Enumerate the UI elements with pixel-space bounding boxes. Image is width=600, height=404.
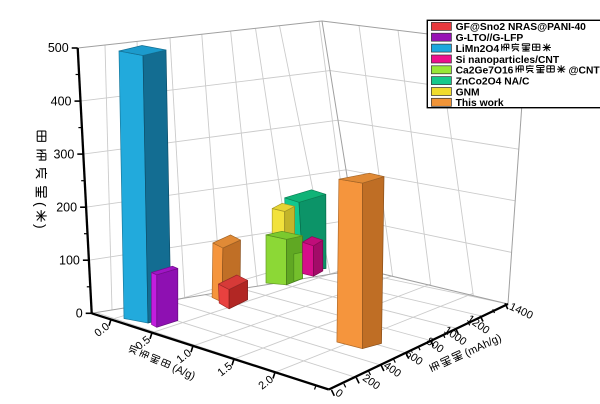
svg-text:0: 0 xyxy=(76,307,83,321)
svg-text:ZnCo2O4 NA/C: ZnCo2O4 NA/C xyxy=(456,76,530,87)
svg-text:Ca2Ge7O16: Ca2Ge7O16 xyxy=(456,66,514,77)
svg-text:300: 300 xyxy=(53,147,74,161)
svg-text:200: 200 xyxy=(56,200,77,214)
svg-text:GNM: GNM xyxy=(456,87,480,98)
svg-text:): ) xyxy=(33,224,49,229)
svg-text:G-LTO//G-LFP: G-LTO//G-LFP xyxy=(456,33,524,44)
svg-text:0: 0 xyxy=(333,387,345,400)
svg-text:400: 400 xyxy=(51,94,72,108)
svg-text:@CNT: @CNT xyxy=(569,66,600,77)
svg-text:Si nanoparticles/CNT: Si nanoparticles/CNT xyxy=(456,55,560,66)
svg-text:500: 500 xyxy=(48,41,69,55)
svg-text:LiMn2O4: LiMn2O4 xyxy=(456,44,500,55)
svg-text:GF@Sno2 NRAS@PANI-40: GF@Sno2 NRAS@PANI-40 xyxy=(456,22,587,33)
svg-text:This work: This work xyxy=(456,98,504,109)
svg-text:100: 100 xyxy=(59,253,80,267)
svg-text:(: ( xyxy=(33,202,49,207)
